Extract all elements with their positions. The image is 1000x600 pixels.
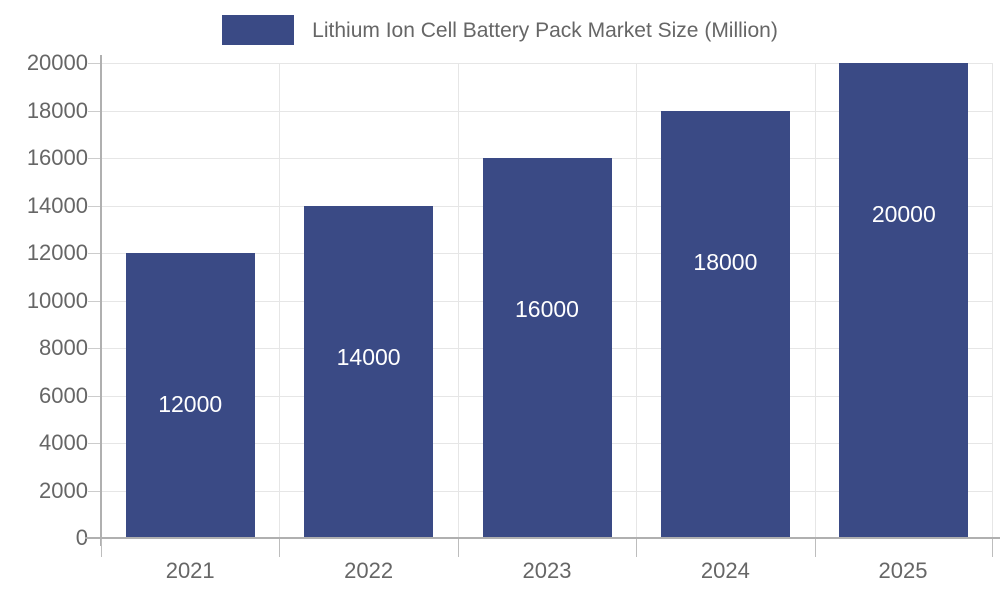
x-tick-mark: [279, 539, 281, 557]
bar-value-label: 16000: [515, 296, 579, 322]
y-tick-mark: [88, 395, 101, 397]
y-tick-label: 14000: [26, 192, 88, 218]
y-tick-label: 2000: [39, 477, 88, 503]
y-tick-label: 0: [75, 525, 88, 550]
gridline-vertical: [636, 63, 638, 538]
legend-label: Lithium Ion Cell Battery Pack Market Siz…: [312, 18, 778, 42]
y-tick-mark: [88, 348, 101, 349]
bar-value-label: 12000: [158, 391, 223, 417]
bar-2024[interactable]: 18000: [660, 110, 790, 538]
y-tick-label: 6000: [39, 382, 88, 408]
y-tick-label: 12000: [26, 240, 88, 265]
bar-2022[interactable]: 14000: [304, 205, 434, 538]
x-tick-mark: [457, 539, 459, 557]
gridline-horizontal: [101, 63, 993, 64]
y-axis-line: [100, 55, 102, 546]
gridline-horizontal: [101, 110, 993, 112]
gridline-vertical: [992, 63, 993, 538]
y-tick-label: 10000: [26, 287, 88, 313]
bar-value-label: 14000: [336, 343, 401, 370]
y-tick-label: 16000: [26, 145, 88, 170]
y-tick-label: 18000: [26, 97, 88, 123]
bar-2023[interactable]: 16000: [482, 158, 612, 538]
bar-value-label: 20000: [871, 201, 936, 227]
y-axis-tick-labels: 20000 18000 16000 14000 12000 10000 8000…: [0, 0, 88, 600]
x-tick-mark: [636, 539, 638, 557]
legend-swatch-icon: [222, 15, 295, 45]
x-axis-line: [85, 537, 1000, 539]
y-tick-label: 20000: [26, 50, 88, 75]
y-tick-label: 8000: [39, 335, 88, 360]
y-tick-mark: [88, 63, 101, 64]
x-tick-label-2024: 2024: [700, 558, 750, 583]
bar-2021[interactable]: 12000: [125, 253, 255, 538]
x-tick-label-2023: 2023: [522, 558, 572, 583]
x-tick-label-2022: 2022: [344, 558, 394, 583]
y-tick-label: 4000: [39, 430, 88, 455]
y-tick-mark: [88, 490, 101, 492]
y-tick-mark: [88, 253, 101, 254]
gridline-vertical: [457, 63, 459, 538]
y-tick-mark: [88, 205, 101, 207]
legend-item-series-0[interactable]: Lithium Ion Cell Battery Pack Market Siz…: [222, 15, 778, 45]
y-tick-mark: [88, 443, 101, 444]
y-tick-mark: [88, 110, 101, 112]
x-tick-mark: [101, 539, 102, 557]
x-tick-mark: [992, 539, 993, 557]
chart-legend: Lithium Ion Cell Battery Pack Market Siz…: [0, 8, 1000, 52]
y-tick-mark: [88, 158, 101, 159]
gridline-vertical: [814, 63, 816, 538]
x-tick-label-2021: 2021: [165, 558, 215, 583]
plot-area: 12000 14000 16000 18000 20000: [101, 63, 993, 538]
gridline-vertical: [279, 63, 281, 538]
x-tick-mark: [814, 539, 816, 557]
y-tick-mark: [88, 300, 101, 302]
x-tick-label-2025: 2025: [878, 558, 928, 583]
bar-2025[interactable]: 20000: [839, 63, 969, 538]
bar-value-label: 18000: [693, 248, 758, 275]
